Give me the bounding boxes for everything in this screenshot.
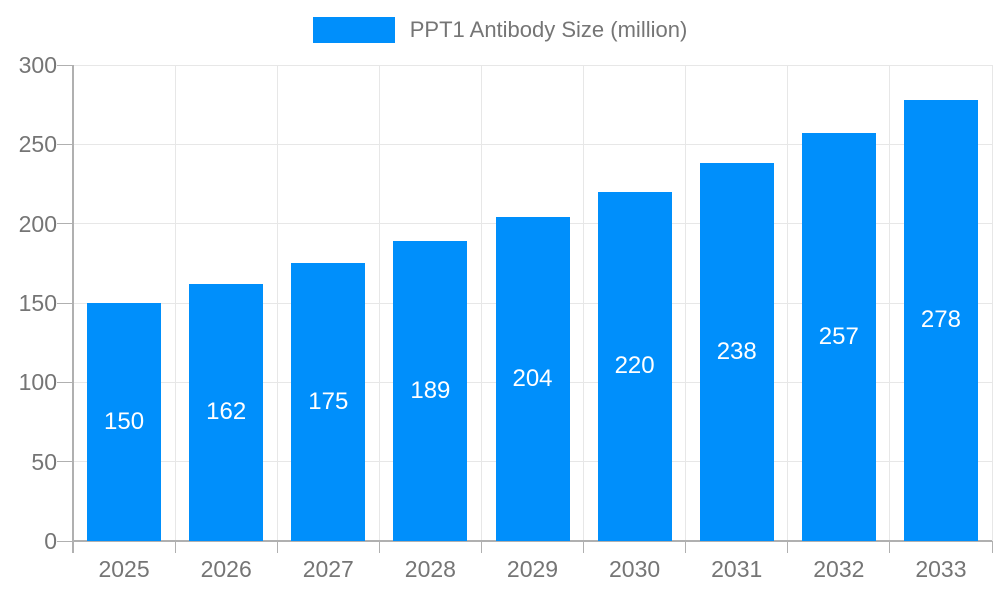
x-axis-tick xyxy=(174,541,176,553)
bar-2029 xyxy=(495,217,570,541)
x-axis-label: 2026 xyxy=(200,556,252,582)
legend-label[interactable]: PPT1 Antibody Size (million) xyxy=(409,17,688,42)
gridline-vertical xyxy=(480,65,482,541)
y-axis-label: 100 xyxy=(18,369,57,396)
x-axis-tick xyxy=(787,541,789,553)
bar-value-label: 220 xyxy=(614,352,655,380)
y-axis-line xyxy=(72,65,74,553)
bar-value-label: 175 xyxy=(308,388,349,416)
legend-swatch[interactable] xyxy=(312,17,395,43)
gridline-vertical xyxy=(583,65,585,541)
bar-2033 xyxy=(903,99,978,541)
x-axis-tick xyxy=(276,541,278,553)
bar-value-label: 189 xyxy=(410,377,451,405)
gridline-horizontal xyxy=(73,143,992,145)
bar-value-label: 238 xyxy=(716,338,757,366)
bar-value-label: 204 xyxy=(512,365,553,393)
bar-value-label: 278 xyxy=(920,306,961,334)
bar-2031 xyxy=(699,163,774,541)
y-axis-tick xyxy=(57,381,73,383)
bar-value-label: 162 xyxy=(206,398,247,426)
bar-value-label: 150 xyxy=(104,408,145,435)
bar-value-label: 257 xyxy=(818,323,859,351)
y-axis-tick xyxy=(57,64,73,66)
x-axis-label: 2030 xyxy=(609,556,661,582)
x-axis-label: 2027 xyxy=(302,556,354,582)
gridline-vertical xyxy=(787,65,789,541)
x-axis-tick xyxy=(480,541,482,553)
x-axis-label: 2032 xyxy=(813,556,865,582)
x-axis-label: 2028 xyxy=(404,556,456,582)
gridline-vertical xyxy=(889,65,891,541)
gridline-vertical xyxy=(174,65,176,541)
y-axis-tick xyxy=(57,302,73,304)
y-axis-tick xyxy=(57,540,73,542)
x-axis-tick xyxy=(685,541,687,553)
x-axis-label: 2029 xyxy=(506,556,559,582)
y-axis-tick xyxy=(57,143,73,145)
y-axis-label: 300 xyxy=(18,52,57,78)
x-axis-tick xyxy=(889,541,891,553)
bar-2027 xyxy=(291,263,366,541)
gridline-vertical xyxy=(991,65,993,541)
y-axis-label: 200 xyxy=(18,210,57,237)
y-axis-tick xyxy=(57,223,73,225)
bar-2028 xyxy=(393,241,468,541)
y-axis-tick xyxy=(57,461,73,463)
x-axis-tick xyxy=(583,541,585,553)
bar-2026 xyxy=(189,283,264,541)
y-axis-label: 0 xyxy=(44,528,57,554)
y-axis-label: 50 xyxy=(31,448,57,475)
bar-2032 xyxy=(801,133,876,541)
x-axis-label: 2031 xyxy=(711,556,763,582)
legend: PPT1 Antibody Size (million) xyxy=(0,17,1000,43)
x-axis-line xyxy=(73,540,992,542)
gridline-vertical xyxy=(378,65,380,541)
y-axis-label: 250 xyxy=(18,131,57,158)
bar-2025 xyxy=(87,303,162,541)
x-axis-tick xyxy=(378,541,380,553)
gridline-horizontal xyxy=(73,64,992,66)
y-axis-label: 150 xyxy=(18,290,57,316)
x-axis-tick xyxy=(991,541,993,553)
x-axis-label: 2025 xyxy=(98,556,150,582)
gridline-vertical xyxy=(685,65,687,541)
gridline-vertical xyxy=(276,65,278,541)
bar-2030 xyxy=(597,191,672,541)
x-axis-label: 2033 xyxy=(915,556,967,582)
